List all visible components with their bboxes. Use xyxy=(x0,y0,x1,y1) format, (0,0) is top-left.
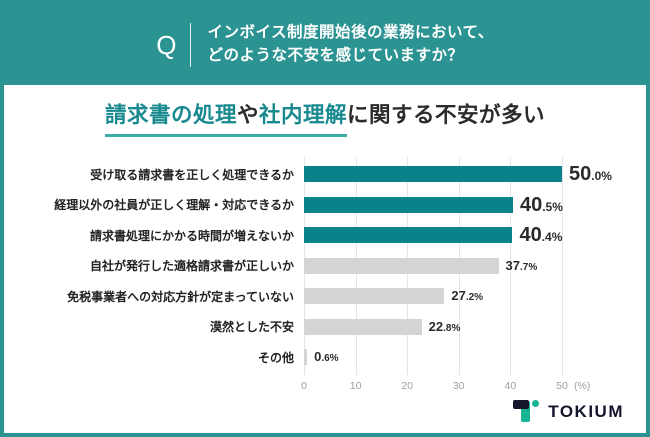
x-axis-unit-label: (%) xyxy=(574,380,591,392)
title-suffix: に関する不安が多い xyxy=(347,103,546,127)
x-tick-label: 30 xyxy=(452,380,465,392)
category-label: その他 xyxy=(257,350,294,365)
title-highlight-2: 社内理解 xyxy=(259,103,348,127)
value-label: 40.5% xyxy=(519,193,563,216)
bar xyxy=(304,227,513,244)
title-highlight-1: 請求書の処理 xyxy=(104,103,237,127)
chart-row: その他 0.6% xyxy=(4,342,646,373)
header-divider xyxy=(190,22,192,67)
question-text: インボイス制度開始後の業務において、 どのような不安を感じていますか？ xyxy=(207,22,493,67)
category-label: 請求書処理にかかる時間が増えないか xyxy=(89,228,294,243)
chart-row: 経理以外の社員が正しく理解・対応できるか 40.5% xyxy=(4,190,646,221)
logo-dot-shape xyxy=(532,400,540,407)
value-label: 40.4% xyxy=(519,224,563,247)
bar xyxy=(304,166,562,183)
x-tick-label: 0 xyxy=(301,380,307,392)
chart-row: 免税事業者への対応方針が定まっていない 27.2% xyxy=(4,281,646,312)
value-label: 22.8% xyxy=(428,318,461,334)
page-title: 請求書の処理や社内理解に関する不安が多い xyxy=(4,98,646,137)
value-label: 37.7% xyxy=(505,257,538,273)
plot-cell: 50.0% xyxy=(304,159,646,190)
bar xyxy=(304,257,499,274)
plot-cell: 27.2% xyxy=(304,281,646,312)
plot-cell: 40.5% xyxy=(304,190,646,221)
category-label: 受け取る請求書を正しく処理できるか xyxy=(90,167,294,182)
plot-cell: 37.7% xyxy=(304,251,646,282)
bar xyxy=(304,318,422,335)
tokium-logo-icon xyxy=(513,399,540,424)
category-label: 経理以外の社員が正しく理解・対応できるか xyxy=(54,198,294,213)
plot-cell: 40.4% xyxy=(304,220,646,251)
chart-row: 漠然とした不安 22.8% xyxy=(4,312,646,343)
bar xyxy=(304,196,513,213)
value-label: 0.6% xyxy=(314,349,339,365)
category-label: 免税事業者への対応方針が定まっていない xyxy=(67,289,294,304)
question-icon: Q xyxy=(156,29,177,60)
value-label: 27.2% xyxy=(451,288,484,304)
x-tick-label: 50 xyxy=(556,380,568,392)
logo-stem-shape xyxy=(521,401,531,422)
category-label: 漠然とした不安 xyxy=(209,320,294,335)
chart-row: 自社が発行した適格請求書が正しいか 37.7% xyxy=(4,251,646,282)
question-header: Q インボイス制度開始後の業務において、 どのような不安を感じていますか？ xyxy=(4,4,646,85)
question-line-1: インボイス制度開始後の業務において、 xyxy=(207,24,494,42)
question-line-2: どのような不安を感じていますか？ xyxy=(207,46,464,64)
chart-row: 受け取る請求書を正しく処理できるか 50.0% xyxy=(4,159,646,190)
brand-footer: TOKIUM xyxy=(513,399,624,424)
title-block: 請求書の処理や社内理解に関する不安が多い xyxy=(4,98,646,142)
x-tick-label: 20 xyxy=(401,380,414,392)
x-tick-label: 10 xyxy=(349,380,362,392)
x-tick-label: 40 xyxy=(504,380,517,392)
brand-name: TOKIUM xyxy=(548,401,624,421)
chart-row: 請求書処理にかかる時間が増えないか 40.4% xyxy=(4,220,646,251)
x-axis: 0 10 20 30 40 50 (%) xyxy=(301,378,639,396)
bar xyxy=(304,288,445,305)
value-label: 50.0% xyxy=(569,163,612,186)
title-underlined-part: 請求書の処理や社内理解 xyxy=(104,98,348,137)
bar xyxy=(304,349,308,366)
chart-rows: 受け取る請求書を正しく処理できるか 50.0% 経理以外の社員が正しく理解・対応… xyxy=(4,159,646,373)
category-label: 自社が発行した適格請求書が正しいか xyxy=(89,259,294,274)
title-connector: や xyxy=(236,103,259,127)
plot-cell: 0.6% xyxy=(304,342,646,373)
logo-bar-shape xyxy=(513,400,530,409)
plot-cell: 22.8% xyxy=(304,312,646,343)
bar-chart: 受け取る請求書を正しく処理できるか 50.0% 経理以外の社員が正しく理解・対応… xyxy=(4,157,646,404)
